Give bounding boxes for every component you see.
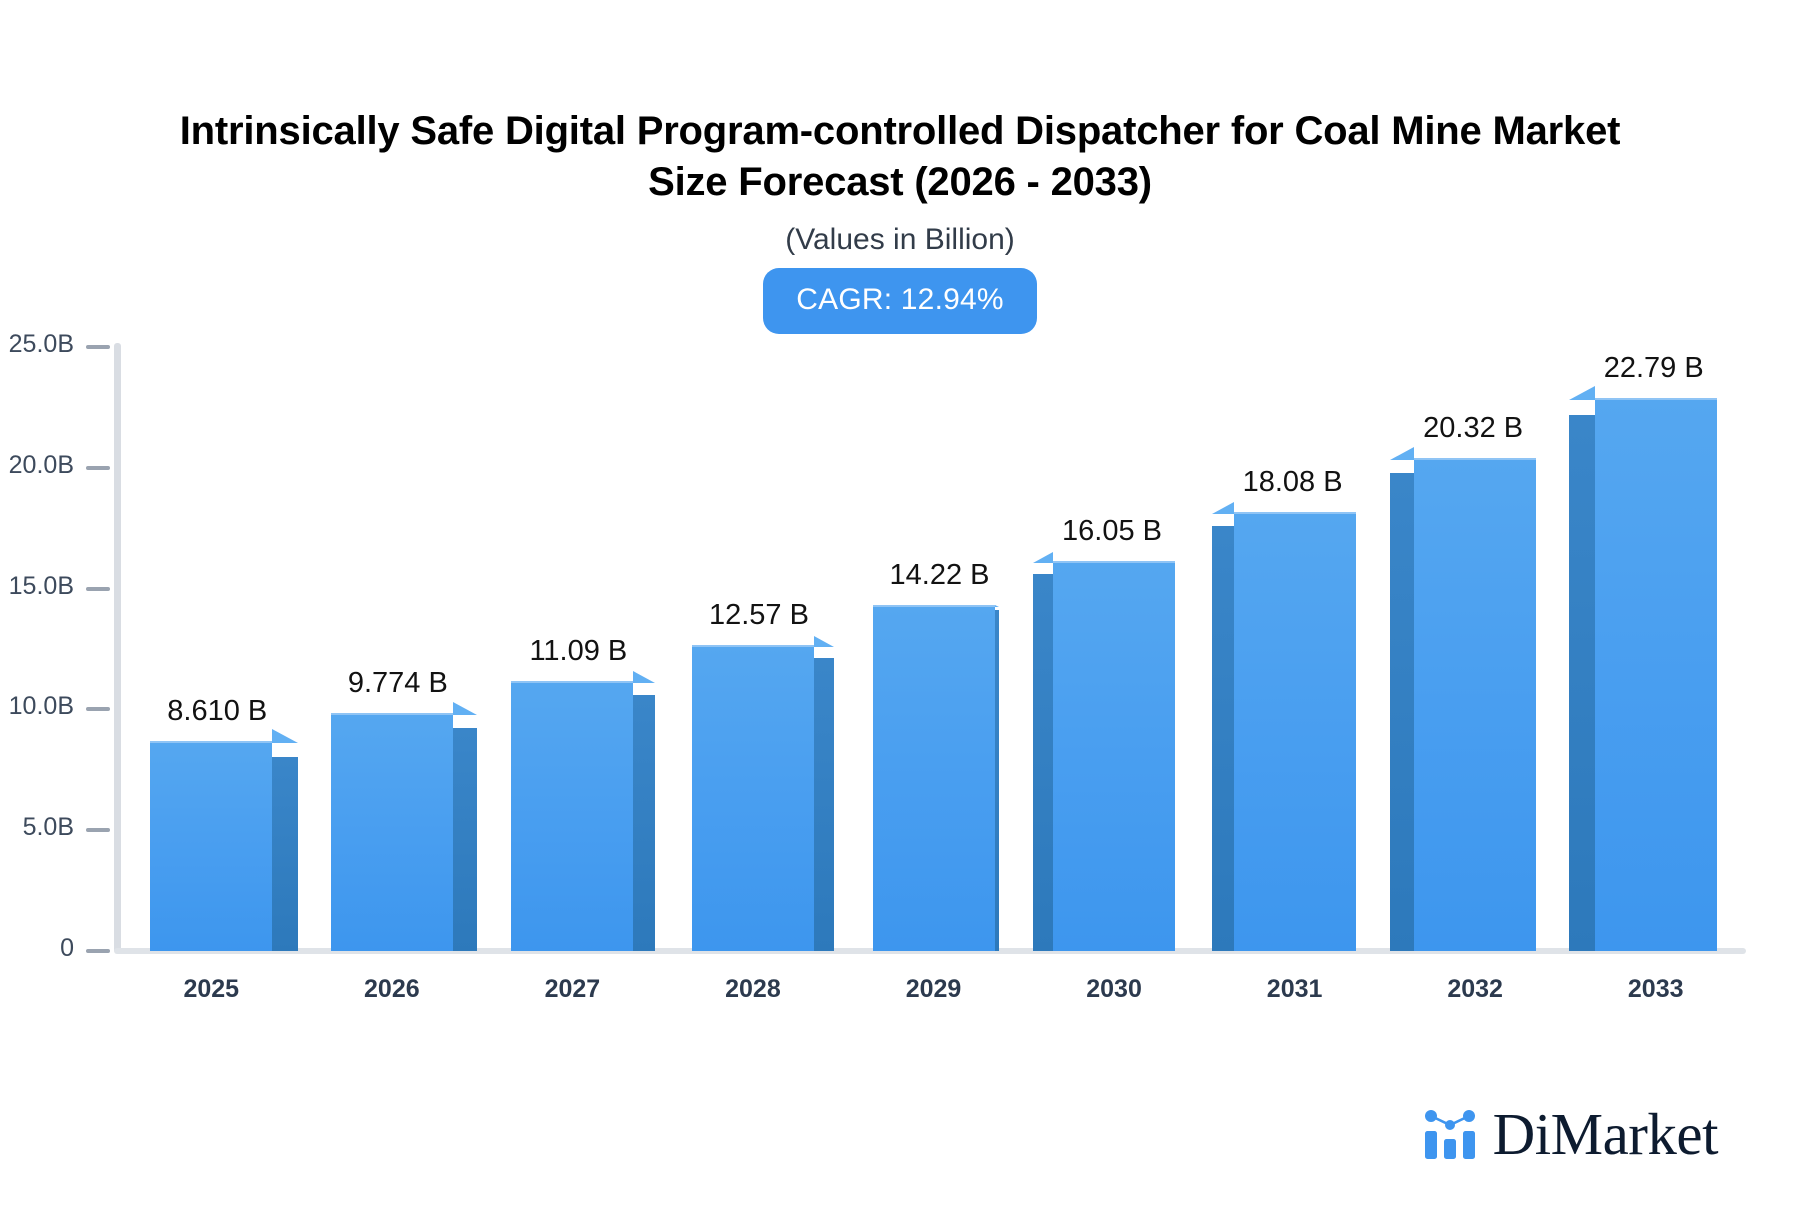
- y-axis-tick-label: 25.0B: [8, 330, 74, 358]
- y-axis-tick-mark: [86, 465, 110, 470]
- bar-value-label: 20.32 B: [1423, 412, 1524, 445]
- y-axis-line: [114, 343, 121, 953]
- bar-side-face: [633, 695, 655, 951]
- bar-column[interactable]: [1390, 447, 1536, 951]
- bar-top-bevel: [1390, 447, 1414, 461]
- bar-chart-icon: [1424, 1109, 1475, 1159]
- y-axis-tick-mark: [86, 707, 110, 712]
- bar-side-face: [272, 757, 298, 951]
- logo-text: DiMarket: [1492, 1101, 1719, 1167]
- x-axis-label: 2028: [725, 975, 781, 1003]
- bar-value-label: 14.22 B: [889, 559, 990, 592]
- x-axis-label: 2030: [1086, 975, 1142, 1003]
- bar-column[interactable]: [331, 701, 477, 951]
- chart-subtitle: (Values in Billion): [785, 223, 1015, 257]
- bar-top-bevel: [272, 728, 298, 743]
- bar-face: [1053, 561, 1175, 951]
- bar-value-label: 22.79 B: [1603, 352, 1704, 385]
- y-axis-tick-label: 0: [60, 934, 74, 962]
- x-axis-label: 2027: [544, 975, 601, 1003]
- bar-column[interactable]: [150, 728, 298, 951]
- bar-value-label: 12.57 B: [708, 599, 809, 632]
- bar-top-bevel: [1569, 386, 1595, 401]
- x-axis-label: 2033: [1627, 975, 1684, 1003]
- y-axis-tick-mark: [86, 345, 110, 349]
- bar-top-bevel: [814, 636, 834, 648]
- bar-side-face: [1569, 414, 1595, 951]
- bar-value-label: 8.610 B: [167, 694, 268, 727]
- bar-side-face: [1033, 574, 1053, 951]
- bar-column[interactable]: [1569, 386, 1717, 951]
- bar-side-face: [453, 728, 477, 951]
- bar-face: [331, 712, 453, 951]
- chart-header: Intrinsically Safe Digital Program-contr…: [0, 0, 1800, 335]
- bar-value-label: 18.08 B: [1242, 466, 1343, 499]
- y-axis-tick-label: 20.0B: [8, 450, 74, 479]
- x-axis-label: 2025: [183, 975, 240, 1003]
- x-axis-label: 2029: [905, 975, 962, 1003]
- bar-top-bevel: [995, 605, 999, 608]
- x-axis-label: 2031: [1266, 975, 1323, 1003]
- bar-side-face: [995, 609, 999, 951]
- bar-column[interactable]: [692, 636, 834, 951]
- bar-column[interactable]: [1033, 552, 1175, 951]
- bar-face: [150, 740, 272, 951]
- bar-face: [511, 681, 633, 951]
- bar-face: [1414, 458, 1536, 951]
- bar-side-face: [1390, 473, 1414, 951]
- y-axis-tick-mark: [86, 586, 110, 591]
- y-axis-tick-label: 5.0B: [22, 813, 74, 842]
- bar-value-label: 11.09 B: [529, 635, 628, 668]
- bar-column[interactable]: [1212, 502, 1356, 951]
- y-axis-tick-mark: [86, 828, 110, 833]
- cagr-badge: CAGR: 12.94%: [763, 268, 1037, 335]
- chart-title: Intrinsically Safe Digital Program-contr…: [179, 109, 1621, 205]
- bar-face: [873, 605, 995, 951]
- bar-column[interactable]: [873, 605, 999, 951]
- bar-face: [1595, 398, 1717, 951]
- bar-face: [1234, 512, 1356, 951]
- y-axis-tick-mark: [86, 949, 110, 953]
- bar-side-face: [814, 658, 834, 951]
- bar-value-label: 16.05 B: [1062, 515, 1163, 548]
- bar-column[interactable]: [511, 671, 655, 951]
- bar-top-bevel: [1033, 552, 1053, 564]
- y-axis-tick-label: 15.0B: [8, 571, 74, 600]
- y-axis-tick-label: 10.0B: [8, 692, 74, 721]
- brand-logo: DiMarket: [1423, 1101, 1719, 1167]
- x-axis-label: 2032: [1447, 975, 1503, 1003]
- x-axis-line: [114, 948, 1746, 954]
- bar-top-bevel: [1212, 502, 1234, 515]
- bar-side-face: [1212, 526, 1234, 951]
- x-axis-label: 2026: [364, 975, 420, 1003]
- bar-face: [692, 645, 814, 951]
- bar-top-bevel: [453, 701, 477, 715]
- bar-top-bevel: [633, 671, 655, 684]
- bar-value-label: 9.774 B: [347, 666, 448, 699]
